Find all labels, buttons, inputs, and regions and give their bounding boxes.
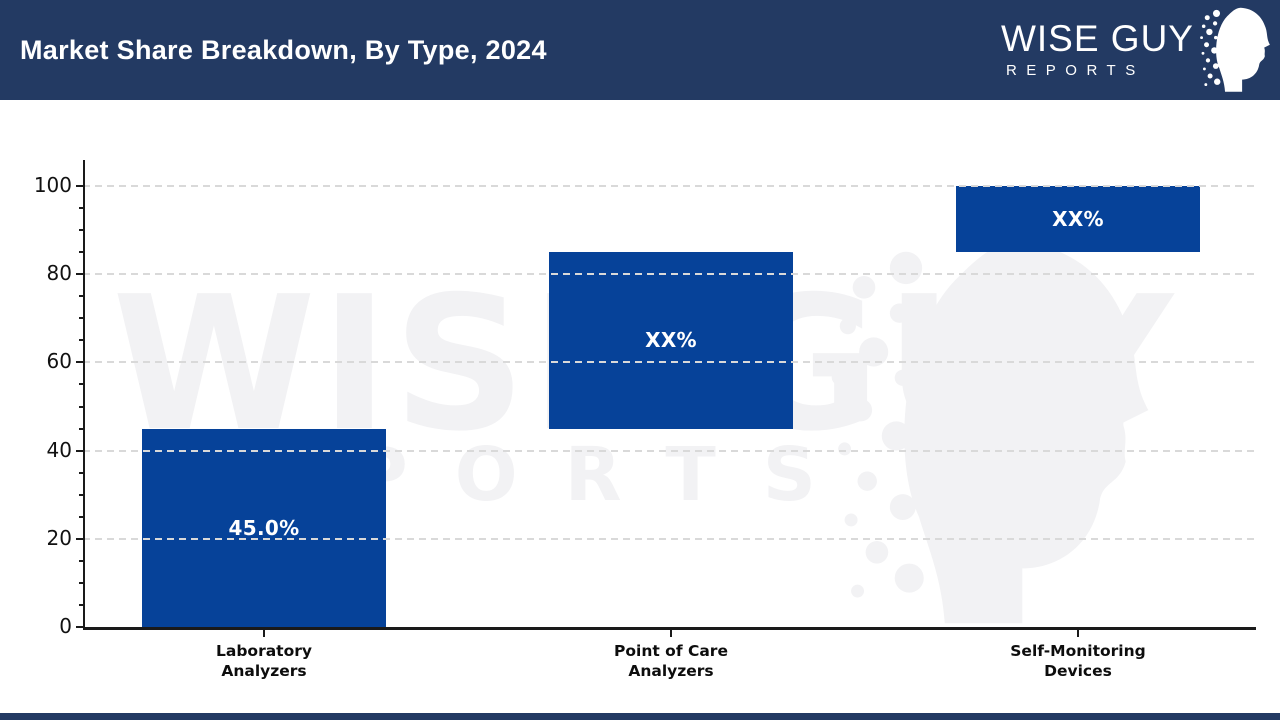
x-tick [670,629,672,637]
gridline [83,361,1256,364]
y-tick-label: 80 [46,261,72,286]
y-tick-label: 100 [33,173,72,197]
chart-canvas: WISE GUY REPORTS 02040608010045.0%XX%XX%… [0,100,1280,713]
x-category-line: Devices [1044,662,1112,680]
y-minor-tick [79,229,84,232]
y-major-tick [76,185,84,187]
x-category-label: Self-Monitoring Devices [928,641,1228,681]
x-category-line: Analyzers [628,662,714,680]
y-tick-label: 40 [46,437,72,462]
y-minor-tick [79,317,84,320]
y-axis-spine [83,160,85,630]
x-category-label: Laboratory Analyzers [114,641,414,681]
y-tick-label: 60 [46,349,72,374]
x-axis-spine [83,627,1256,630]
logo-text: WISE GUY REPORTS [1000,18,1194,80]
logo-wordmark: WISE GUY [1000,18,1194,59]
y-minor-tick [79,427,84,430]
wiseguy-logo: WISE GUY REPORTS [1001,6,1272,92]
gridline [83,185,1256,187]
y-minor-tick [79,383,84,386]
y-tick-label: 0 [59,614,72,638]
y-minor-tick [79,207,84,210]
x-category-line: Analyzers [221,662,307,680]
y-major-tick [76,626,84,628]
bar-segment: XX% [956,186,1200,253]
gridline [83,537,1256,540]
y-minor-tick [79,493,84,496]
y-minor-tick [79,559,84,562]
y-major-tick [76,273,84,276]
x-category-line: Self-Monitoring [1010,642,1146,660]
page-title: Market Share Breakdown, By Type, 2024 [20,34,547,65]
x-tick [1077,629,1079,637]
y-minor-tick [79,581,84,584]
bar-value-label: 45.0% [228,515,300,540]
gridline [83,449,1256,452]
x-category-line: Point of Care [614,642,728,660]
bar-segment: 45.0% [142,428,386,627]
x-category-line: Laboratory [216,642,312,660]
y-major-tick [76,537,84,540]
y-minor-tick [79,471,84,474]
y-tick-label: 20 [46,525,72,550]
x-category-label: Point of Care Analyzers [521,641,821,681]
y-minor-tick [79,339,84,342]
plot-area: 0 20 40 60 80 100 45.0% XX% XX% Laboratory Analyze… [0,100,1280,713]
bar-value-label: XX% [1052,207,1104,232]
bar-value-label: XX% [645,328,697,353]
header-bar: Market Share Breakdown, By Type, 2024 WI… [0,0,1280,100]
wiseguy-head-icon [1198,6,1272,92]
gridline [83,273,1256,276]
y-minor-tick [79,405,84,408]
y-major-tick [76,361,84,364]
bar-segment: XX% [549,252,793,429]
y-minor-tick [79,251,84,254]
y-minor-tick [79,295,84,298]
y-minor-tick [79,515,84,518]
footer-bar [0,713,1280,720]
x-tick [263,629,265,637]
y-minor-tick [79,603,84,606]
y-major-tick [76,449,84,452]
logo-subtitle: REPORTS [1005,62,1145,79]
